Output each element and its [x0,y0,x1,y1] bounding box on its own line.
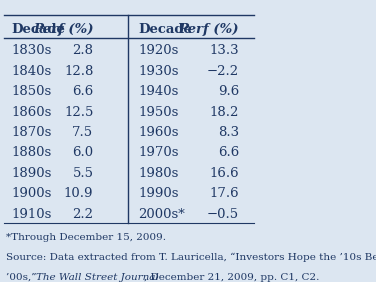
Text: 17.6: 17.6 [209,187,239,200]
Text: 1930s: 1930s [138,65,179,78]
Text: 12.8: 12.8 [64,65,93,78]
Text: 2.8: 2.8 [73,44,93,57]
Text: Decade: Decade [12,23,65,36]
Text: 16.6: 16.6 [209,167,239,180]
Text: 1830s: 1830s [12,44,52,57]
Text: 1850s: 1850s [12,85,52,98]
Text: 18.2: 18.2 [210,105,239,119]
Text: 6.6: 6.6 [72,85,93,98]
Text: The Wall Street Journal: The Wall Street Journal [36,273,159,282]
Text: 12.5: 12.5 [64,105,93,119]
Text: 13.3: 13.3 [209,44,239,57]
Text: 1880s: 1880s [12,146,52,159]
Text: 1940s: 1940s [138,85,179,98]
Text: Perf (%): Perf (%) [33,23,93,36]
Text: 1840s: 1840s [12,65,52,78]
Text: −0.5: −0.5 [207,208,239,221]
Text: 1970s: 1970s [138,146,179,159]
Text: 8.3: 8.3 [218,126,239,139]
Text: 1890s: 1890s [12,167,52,180]
Text: 5.5: 5.5 [73,167,93,180]
Text: 2000s*: 2000s* [138,208,185,221]
Text: Decade: Decade [138,23,192,36]
Text: 1920s: 1920s [138,44,179,57]
Text: 10.9: 10.9 [64,187,93,200]
Text: 1900s: 1900s [12,187,52,200]
Text: 1960s: 1960s [138,126,179,139]
Text: , December 21, 2009, pp. C1, C2.: , December 21, 2009, pp. C1, C2. [144,273,319,282]
Text: 6.6: 6.6 [218,146,239,159]
Text: 7.5: 7.5 [72,126,93,139]
Text: Perf (%): Perf (%) [179,23,239,36]
Text: Source: Data extracted from T. Lauricella, “Investors Hope the ’10s Beat the: Source: Data extracted from T. Lauricell… [6,253,376,262]
Text: 1870s: 1870s [12,126,52,139]
Text: 1980s: 1980s [138,167,179,180]
Text: 1910s: 1910s [12,208,52,221]
Text: 6.0: 6.0 [72,146,93,159]
Text: *Through December 15, 2009.: *Through December 15, 2009. [6,233,167,242]
Text: 9.6: 9.6 [218,85,239,98]
Text: ’00s,”: ’00s,” [6,273,40,282]
Text: −2.2: −2.2 [207,65,239,78]
Text: 1950s: 1950s [138,105,179,119]
Text: 1860s: 1860s [12,105,52,119]
Text: 1990s: 1990s [138,187,179,200]
Text: 2.2: 2.2 [73,208,93,221]
